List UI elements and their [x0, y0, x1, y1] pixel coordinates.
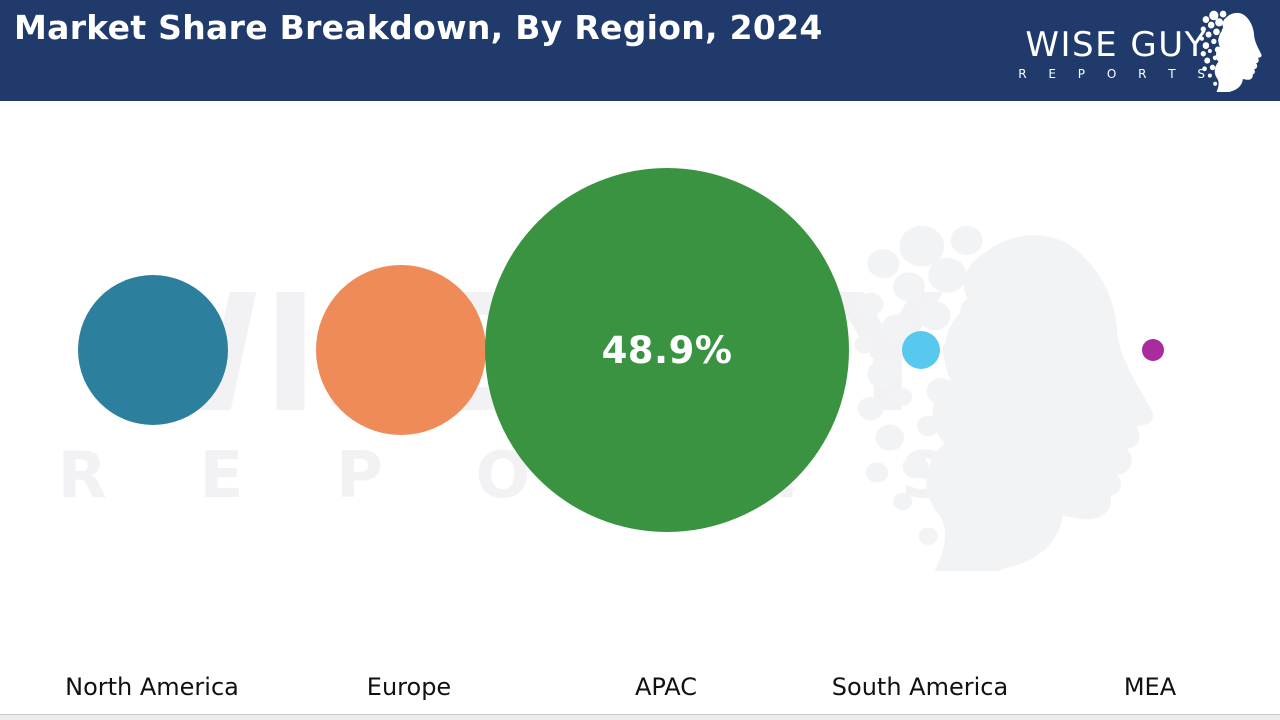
- category-label-south-america: South America: [831, 673, 1009, 701]
- wise-guy-logo: WISE GUY R E P O R T S: [1018, 6, 1264, 96]
- logo-subtitle: R E P O R T S: [1018, 67, 1214, 81]
- category-label-mea: MEA: [1123, 673, 1177, 701]
- logo-text: WISE GUY R E P O R T S: [1018, 25, 1214, 81]
- category-label-apac: APAC: [634, 673, 698, 701]
- bubble-south-america: [902, 331, 940, 369]
- bottom-edge-strip: [0, 714, 1280, 720]
- page-title: Market Share Breakdown, By Region, 2024: [14, 8, 823, 47]
- bubble-north-america: [78, 275, 228, 425]
- watermark-face-icon: [845, 223, 1165, 571]
- apac-value-label: 48.9%: [601, 328, 733, 372]
- bubble-chart: WISE GUY R E P O R T S 48.9% North Ameri…: [0, 101, 1280, 714]
- dot-face-logo-icon: [1198, 10, 1264, 92]
- header-bar: Market Share Breakdown, By Region, 2024 …: [0, 0, 1280, 101]
- bubble-apac: 48.9%: [485, 168, 849, 532]
- bubble-mea: [1142, 339, 1164, 361]
- logo-wordmark: WISE GUY: [1025, 25, 1207, 65]
- bubble-europe: [316, 265, 486, 435]
- category-label-north-america: North America: [65, 673, 239, 701]
- category-label-europe: Europe: [366, 673, 452, 701]
